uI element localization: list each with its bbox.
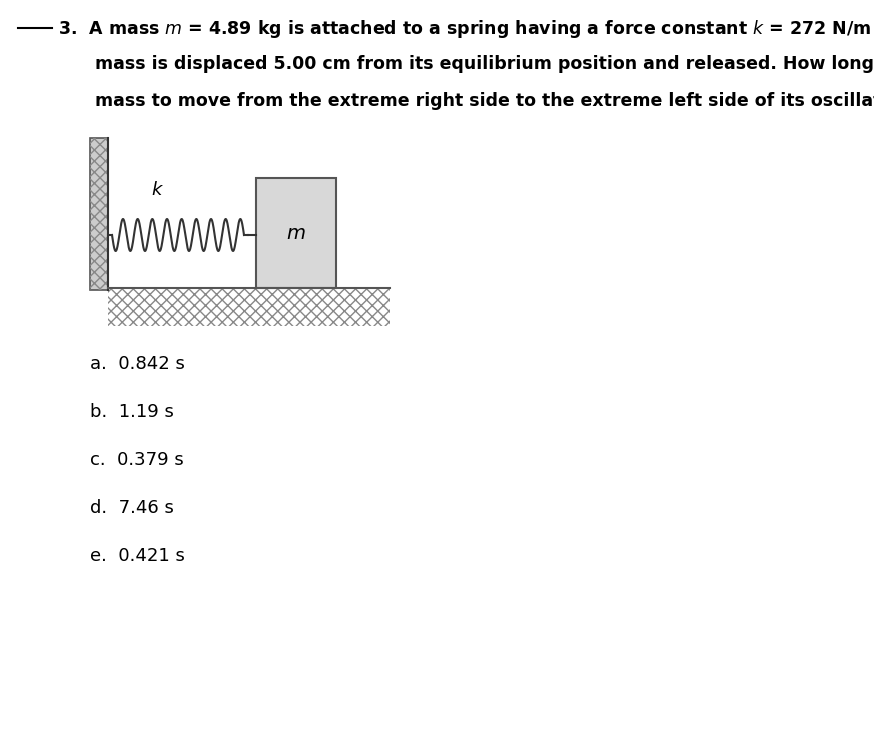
- Text: d.  7.46 s: d. 7.46 s: [90, 499, 174, 517]
- FancyBboxPatch shape: [90, 138, 108, 290]
- Text: e.  0.421 s: e. 0.421 s: [90, 547, 185, 565]
- Text: $k$: $k$: [151, 181, 164, 199]
- Text: mass is displaced 5.00 cm from its equilibrium position and released. How long d: mass is displaced 5.00 cm from its equil…: [95, 55, 874, 73]
- Text: $m$: $m$: [286, 223, 306, 243]
- Text: mass to move from the extreme right side to the extreme left side of its oscilla: mass to move from the extreme right side…: [95, 92, 874, 110]
- Text: 3.  A mass $m$ = 4.89 kg is attached to a spring having a force constant $k$ = 2: 3. A mass $m$ = 4.89 kg is attached to a…: [58, 18, 874, 40]
- Bar: [90, 138, 108, 290]
- Text: c.  0.379 s: c. 0.379 s: [90, 451, 184, 469]
- Bar: [256, 178, 336, 288]
- Text: a.  0.842 s: a. 0.842 s: [90, 355, 185, 373]
- Bar: [108, 288, 390, 326]
- Text: b.  1.19 s: b. 1.19 s: [90, 403, 174, 421]
